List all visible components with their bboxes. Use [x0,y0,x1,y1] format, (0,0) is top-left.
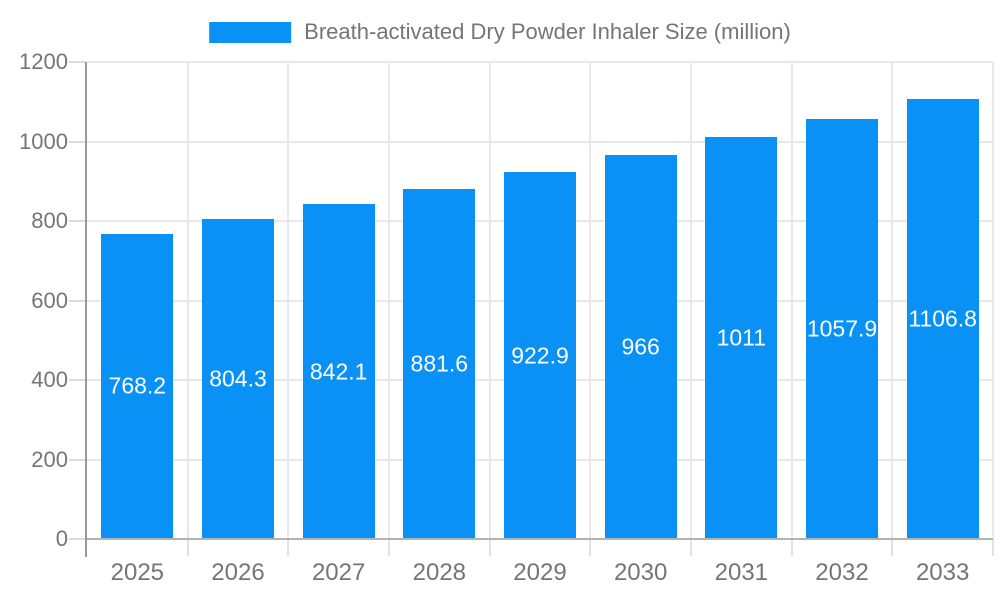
y-tick-mark-400 [69,379,86,381]
bar-value-label-2027: 842.1 [309,358,368,385]
legend-label: Breath-activated Dry Powder Inhaler Size… [304,19,791,44]
bar-2031 [705,137,778,539]
chart-legend[interactable]: Breath-activated Dry Powder Inhaler Size… [209,19,791,45]
y-tick-mark-1000 [69,140,86,143]
v-gridline-1 [186,62,189,539]
v-gridline-8 [891,62,894,539]
y-axis-line [85,62,87,557]
x-tick-mark-9 [992,539,994,556]
y-axis-label-800: 800 [31,208,68,233]
h-gridline-1200 [87,61,993,63]
x-tick-mark-3 [388,539,390,556]
v-gridline-9 [992,62,994,539]
y-axis-label-1000: 1000 [19,128,68,154]
y-axis-label-0: 0 [55,526,68,551]
legend-swatch [209,21,292,43]
x-tick-mark-2 [287,539,290,556]
bar-value-label-2029: 922.9 [511,342,569,369]
bar-value-label-2028: 881.6 [410,350,469,377]
x-axis-label-2033: 2033 [915,559,970,586]
x-axis-label-2026: 2026 [211,559,265,586]
v-gridline-4 [488,62,491,539]
x-axis-label-2030: 2030 [613,559,668,586]
bar-value-label-2033: 1106.8 [908,305,977,332]
x-axis-label-2029: 2029 [513,559,567,586]
bar-value-label-2025: 768.2 [108,372,167,399]
x-axis-label-2027: 2027 [311,559,366,586]
plot-area: 768.2 804.3 842.1 881.6 922.9 966 1011 1057.9 11… [87,61,994,539]
v-gridline-6 [690,62,692,539]
bar-value-label-2032: 1057.9 [806,315,878,342]
x-tick-mark-6 [690,539,692,556]
v-gridline-2 [287,62,290,539]
bar-2029 [504,172,576,539]
bar-2032 [806,118,878,539]
bar-2027 [302,204,375,539]
bar-2025 [101,233,174,539]
v-gridline-7 [790,62,793,539]
x-axis-label-2028: 2028 [412,559,467,586]
x-tick-mark-8 [891,539,894,556]
y-tick-mark-0 [69,538,86,540]
bar-value-label-2030: 966 [621,333,660,360]
v-gridline-3 [388,62,390,539]
x-tick-mark-5 [589,539,592,556]
v-gridline-5 [589,62,592,539]
h-gridline-1000 [87,140,993,143]
bar-value-label-2031: 1011 [716,324,767,351]
bar-2030 [604,155,677,539]
bar-2028 [403,188,476,539]
bar-2026 [202,219,274,539]
y-axis-label-600: 600 [31,287,68,313]
y-axis-label-400: 400 [31,367,68,392]
y-axis-label-200: 200 [31,446,68,472]
x-tick-mark-4 [488,539,491,556]
x-tick-mark-7 [790,539,793,556]
x-axis-label-2025: 2025 [110,559,165,586]
y-tick-mark-1200 [69,61,86,63]
bar-2033 [906,99,979,539]
y-tick-mark-600 [69,299,86,302]
y-tick-mark-200 [69,458,86,461]
x-axis-label-2032: 2032 [815,559,869,586]
y-axis-label-1200: 1200 [19,49,68,74]
x-axis-label-2031: 2031 [714,559,769,586]
x-axis-line [87,538,993,540]
y-tick-mark-800 [69,220,86,222]
bar-value-label-2026: 804.3 [209,365,267,392]
x-tick-mark-1 [186,539,189,556]
